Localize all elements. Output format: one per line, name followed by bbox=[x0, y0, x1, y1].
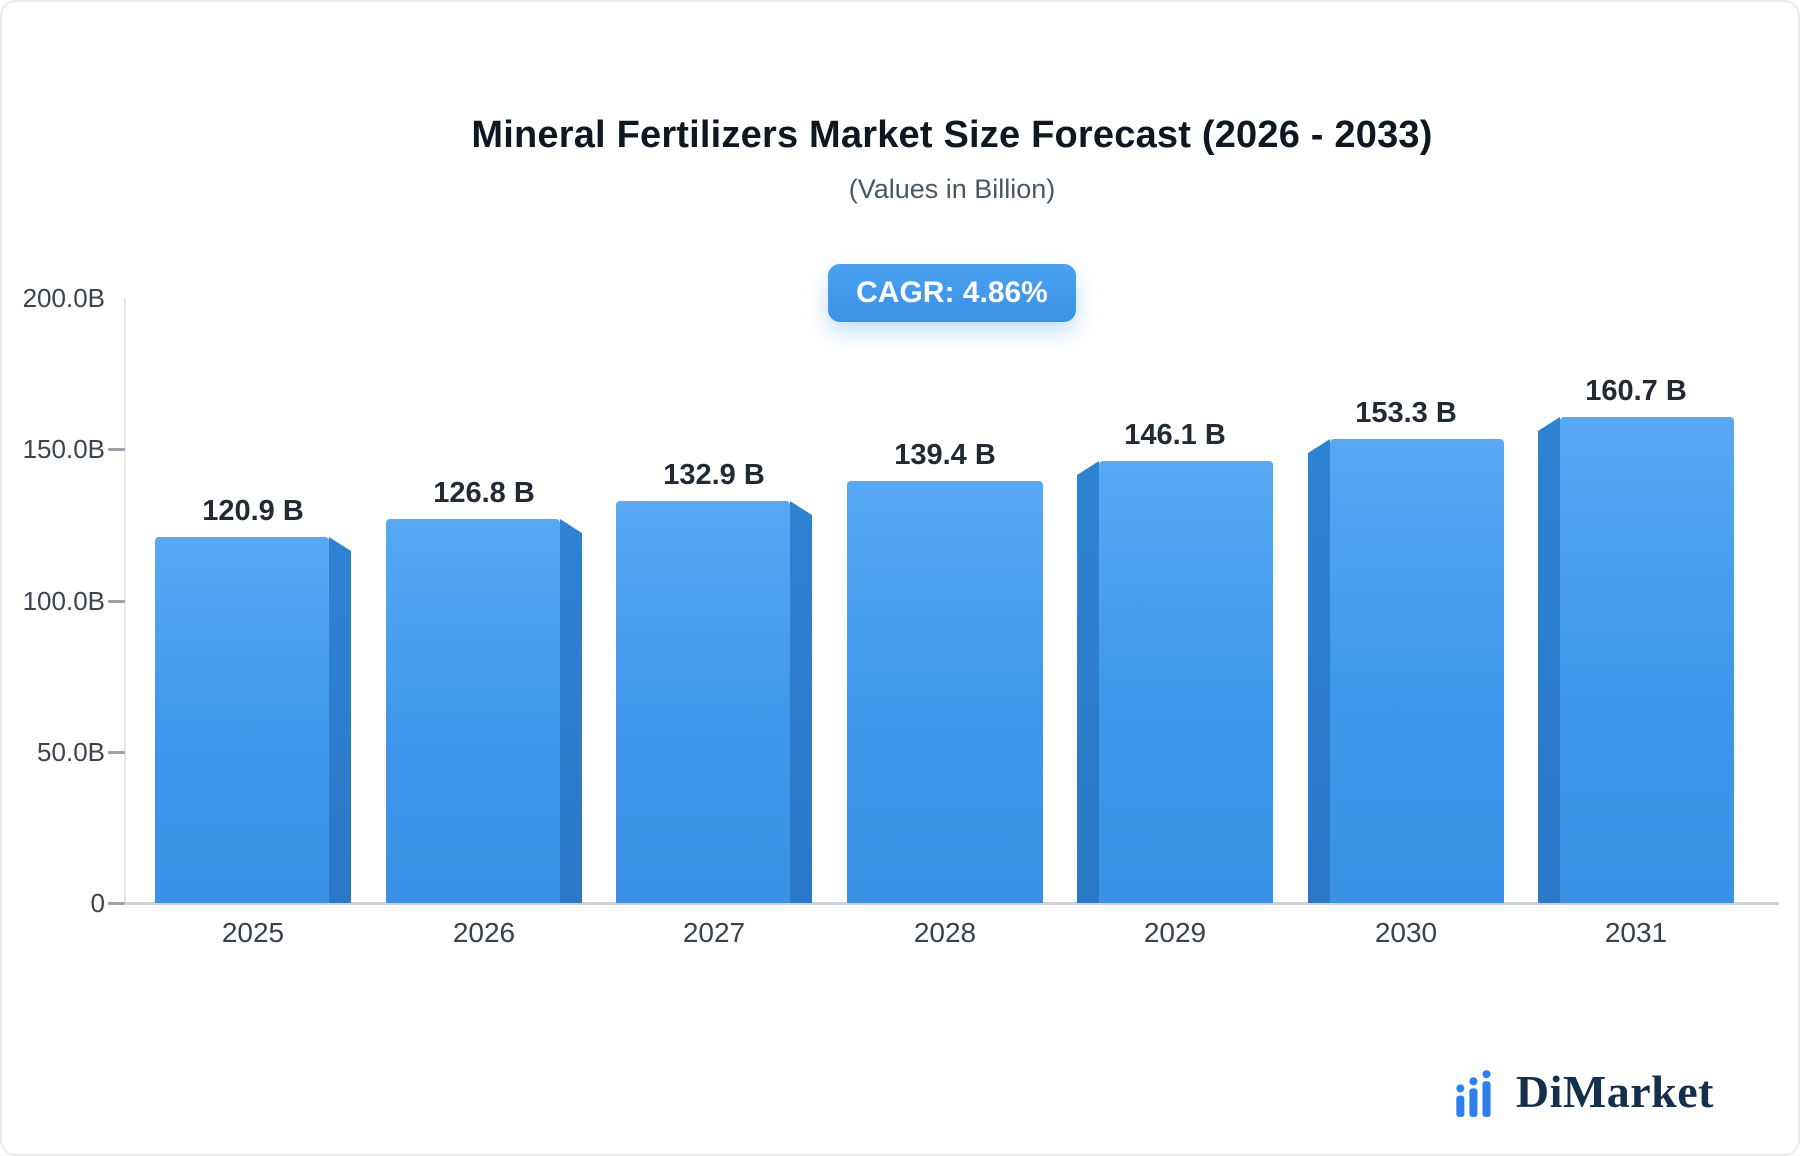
bar-side-face bbox=[790, 501, 812, 903]
brand-logo: DiMarket bbox=[1452, 1065, 1714, 1118]
chart-title: Mineral Fertilizers Market Size Forecast… bbox=[471, 114, 1433, 156]
bar-face[interactable] bbox=[386, 519, 560, 903]
bar-face[interactable] bbox=[1560, 417, 1734, 903]
y-axis-label: 0 bbox=[90, 888, 105, 918]
y-axis-tick bbox=[108, 599, 125, 603]
x-axis-label-2026: 2026 bbox=[452, 917, 516, 948]
bar-side-face bbox=[560, 519, 582, 903]
x-axis-line bbox=[125, 902, 1779, 905]
y-axis-tick bbox=[108, 448, 125, 452]
bar-side-face bbox=[1538, 417, 1560, 903]
chart-subtitle: (Values in Billion) bbox=[848, 174, 1056, 204]
y-axis-line bbox=[124, 298, 126, 904]
bar-2027[interactable]: 132.9 B bbox=[616, 459, 812, 903]
bar-2031[interactable]: 160.7 B bbox=[1538, 375, 1734, 903]
bar-value-label: 132.9 B bbox=[663, 459, 765, 491]
bar-2026[interactable]: 126.8 B bbox=[386, 477, 582, 903]
cagr-badge: CAGR: 4.86% bbox=[828, 264, 1076, 322]
logo-text: DiMarket bbox=[1515, 1066, 1714, 1117]
y-axis-tick bbox=[108, 750, 125, 754]
bar-face[interactable] bbox=[155, 537, 329, 903]
bar-side-face bbox=[1308, 439, 1330, 903]
bar-value-label: 126.8 B bbox=[433, 477, 535, 509]
cagr-badge-row: CAGR: 4.86% bbox=[125, 264, 1779, 322]
bar-2029[interactable]: 146.1 B bbox=[1077, 419, 1273, 903]
bar-value-label: 146.1 B bbox=[1124, 419, 1226, 451]
logo-bars-icon bbox=[1452, 1067, 1502, 1117]
x-axis-label-2031: 2031 bbox=[1604, 917, 1668, 948]
y-axis-label: 150.0B bbox=[22, 434, 105, 465]
bar-face[interactable] bbox=[847, 481, 1043, 903]
y-axis-tick bbox=[108, 902, 125, 905]
x-axis-label-2029: 2029 bbox=[1143, 917, 1207, 948]
y-axis-label: 200.0B bbox=[22, 283, 105, 313]
bar-2030[interactable]: 153.3 B bbox=[1308, 397, 1504, 903]
bar-side-face bbox=[1077, 461, 1099, 903]
y-axis-label: 100.0B bbox=[22, 585, 105, 616]
bar-side-face bbox=[329, 537, 351, 903]
y-axis-label: 50.0B bbox=[37, 736, 105, 767]
bar-value-label: 153.3 B bbox=[1355, 397, 1457, 429]
bar-value-label: 120.9 B bbox=[202, 495, 304, 527]
bar-value-label: 160.7 B bbox=[1585, 375, 1687, 407]
bar-face[interactable] bbox=[616, 501, 790, 903]
x-axis-label-2028: 2028 bbox=[913, 917, 977, 948]
bar-face[interactable] bbox=[1330, 439, 1504, 903]
x-axis-label-2025: 2025 bbox=[221, 917, 285, 948]
bar-face[interactable] bbox=[1099, 461, 1273, 903]
bar-value-label: 139.4 B bbox=[894, 439, 996, 471]
x-axis-label-2027: 2027 bbox=[682, 917, 746, 948]
bar-2025[interactable]: 120.9 B bbox=[155, 495, 351, 903]
x-axis-label-2030: 2030 bbox=[1374, 917, 1438, 948]
bar-2028[interactable]: 139.4 B bbox=[847, 439, 1043, 903]
